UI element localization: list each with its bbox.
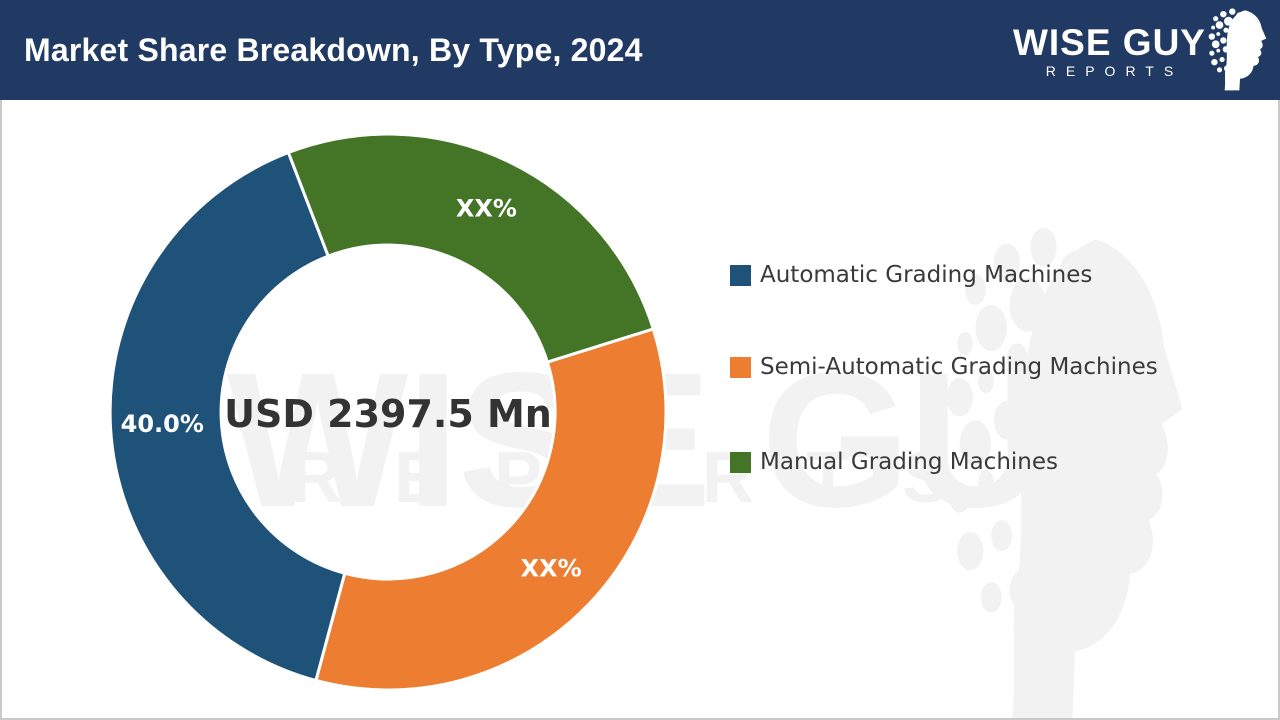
brand-logo-text: WISE GUY REPORTS xyxy=(1013,24,1206,78)
brand-subtitle: REPORTS xyxy=(1045,63,1184,79)
brand-logo: WISE GUY REPORTS xyxy=(1013,0,1272,100)
pie-segment-label-0: 40.0% xyxy=(121,410,204,438)
brand-face-icon xyxy=(1208,8,1267,91)
legend-item-automatic: Automatic Grading Machines xyxy=(730,260,1092,290)
legend-swatch-semi-automatic xyxy=(730,356,751,378)
pie-segment-0 xyxy=(108,150,347,683)
watermark-brand-text: WISE GUY xyxy=(227,332,1173,547)
page-title: Market Share Breakdown, By Type, 2024 xyxy=(24,31,643,68)
brand-name: WISE GUY xyxy=(1012,22,1206,63)
donut-chart: 40.0% XX% XX% USD 2397.5 Mn xyxy=(108,132,668,692)
pie-segment-1 xyxy=(314,327,668,692)
legend-label-semi-automatic: Semi-Automatic Grading Machines xyxy=(760,354,1158,380)
pie-segment-label-2: XX% xyxy=(456,195,517,223)
legend-label-manual: Manual Grading Machines xyxy=(760,449,1059,475)
pie-segment-2 xyxy=(286,132,656,364)
chart-area: WISE GUY REPORTS 40.0%XX%XX% USD 2397.5 … xyxy=(0,100,1280,720)
header-bar: Market Share Breakdown, By Type, 2024 WI… xyxy=(0,0,1280,100)
pie-segment-label-1: XX% xyxy=(521,554,582,582)
donut-center-value: USD 2397.5 Mn xyxy=(224,392,552,436)
legend-item-manual: Manual Grading Machines xyxy=(730,447,1058,477)
legend-item-semi-automatic: Semi-Automatic Grading Machines xyxy=(730,352,1158,382)
legend-swatch-automatic xyxy=(730,264,751,286)
legend-label-automatic: Automatic Grading Machines xyxy=(760,262,1093,288)
legend-swatch-manual xyxy=(730,451,751,473)
